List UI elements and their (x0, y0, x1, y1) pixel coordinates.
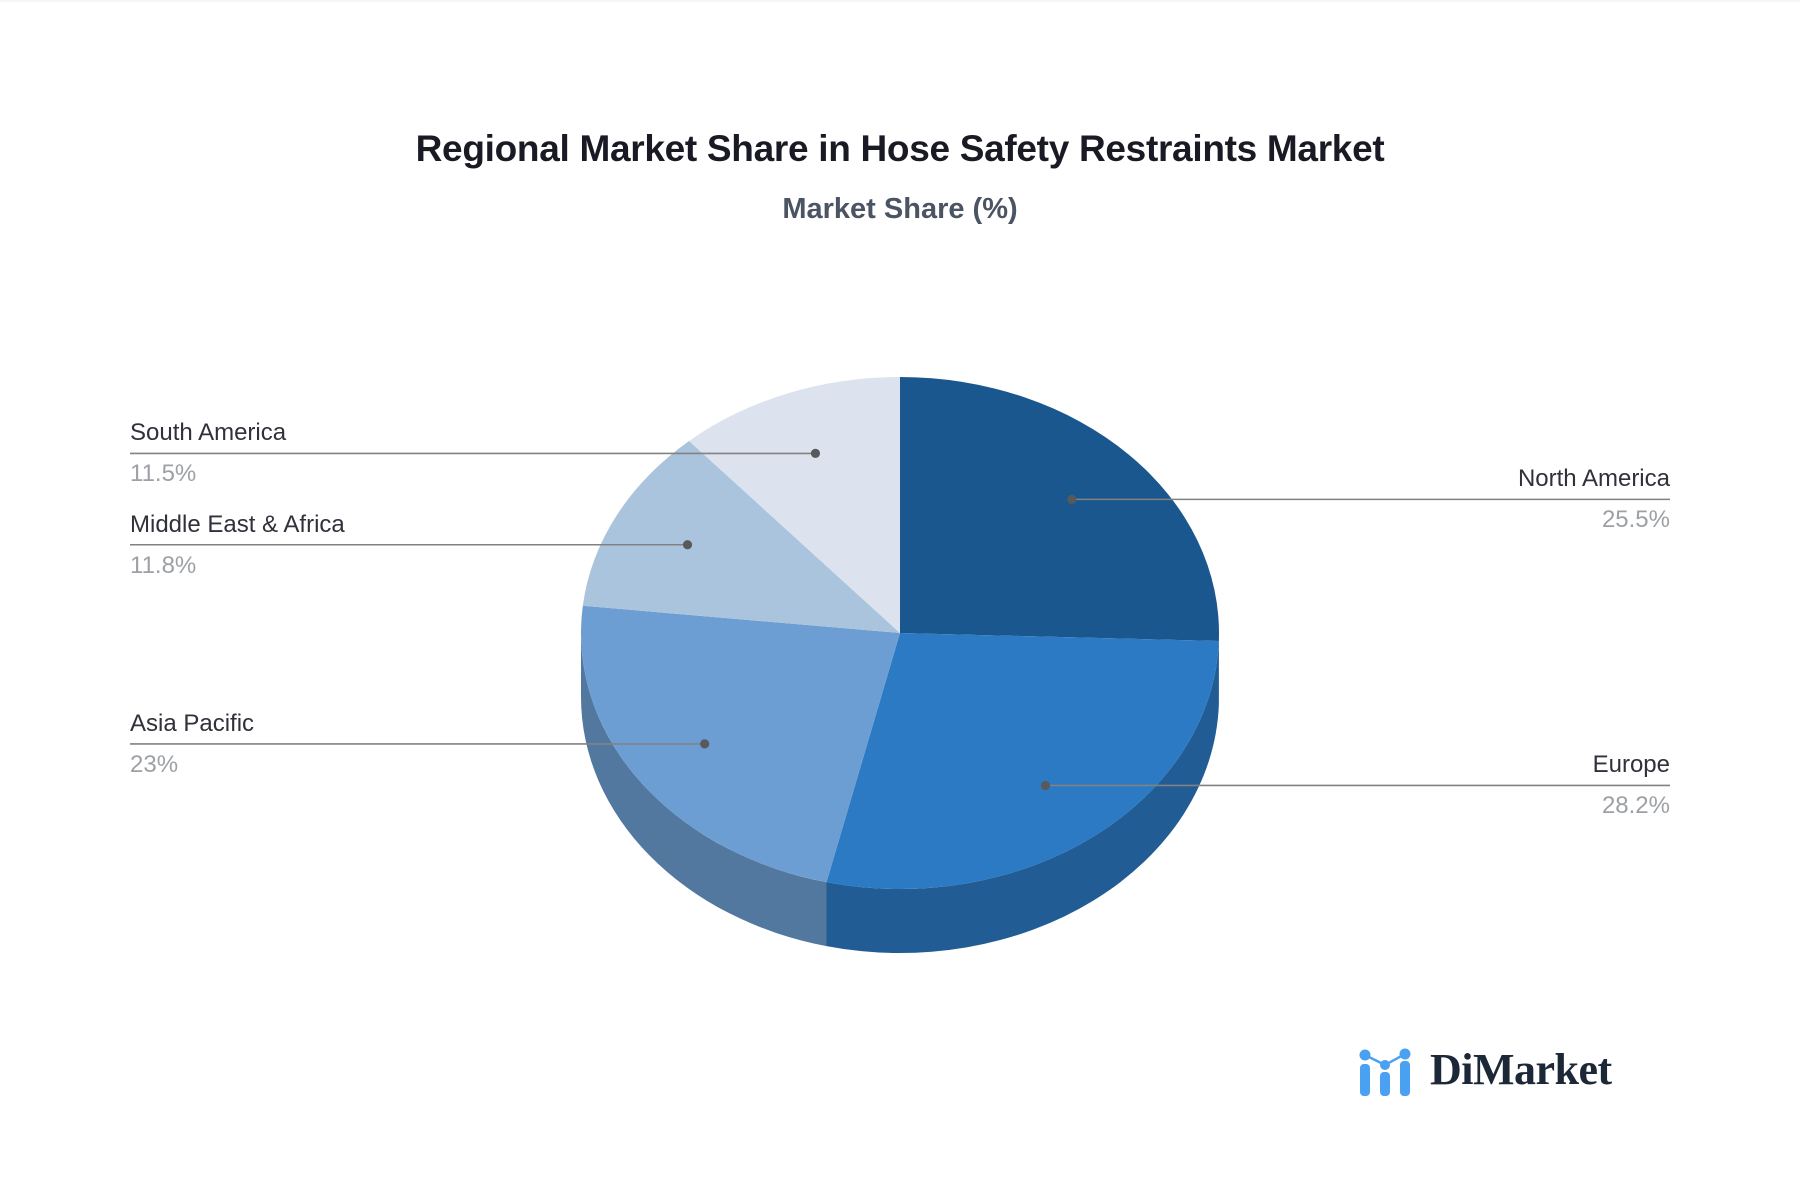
label-dot-north-america (1067, 495, 1076, 504)
logo-icon (1358, 1048, 1414, 1096)
slice-value-north-america: 25.5% (1602, 505, 1670, 535)
slice-value-asia-pacific: 23% (130, 750, 178, 780)
slice-label-south-america: South America (130, 416, 286, 450)
label-dot-asia-pacific (700, 739, 709, 748)
slice-label-asia-pacific: Asia Pacific (130, 707, 254, 741)
logo-text: DiMarket (1430, 1044, 1612, 1096)
slice-label-north-america: North America (1518, 462, 1670, 496)
slice-value-europe: 28.2% (1602, 791, 1670, 821)
slice-label-middle-east-africa: Middle East & Africa (130, 508, 345, 542)
label-dot-middle-east-africa (683, 540, 692, 549)
slice-value-south-america: 11.5% (130, 459, 196, 489)
label-dot-south-america (811, 449, 820, 458)
pie-slice-north-america[interactable] (900, 377, 1219, 641)
logo[interactable]: DiMarket (1358, 1034, 1612, 1096)
label-dot-europe (1041, 781, 1050, 790)
slice-value-middle-east-africa: 11.8% (130, 551, 196, 581)
slice-label-europe: Europe (1593, 748, 1670, 782)
